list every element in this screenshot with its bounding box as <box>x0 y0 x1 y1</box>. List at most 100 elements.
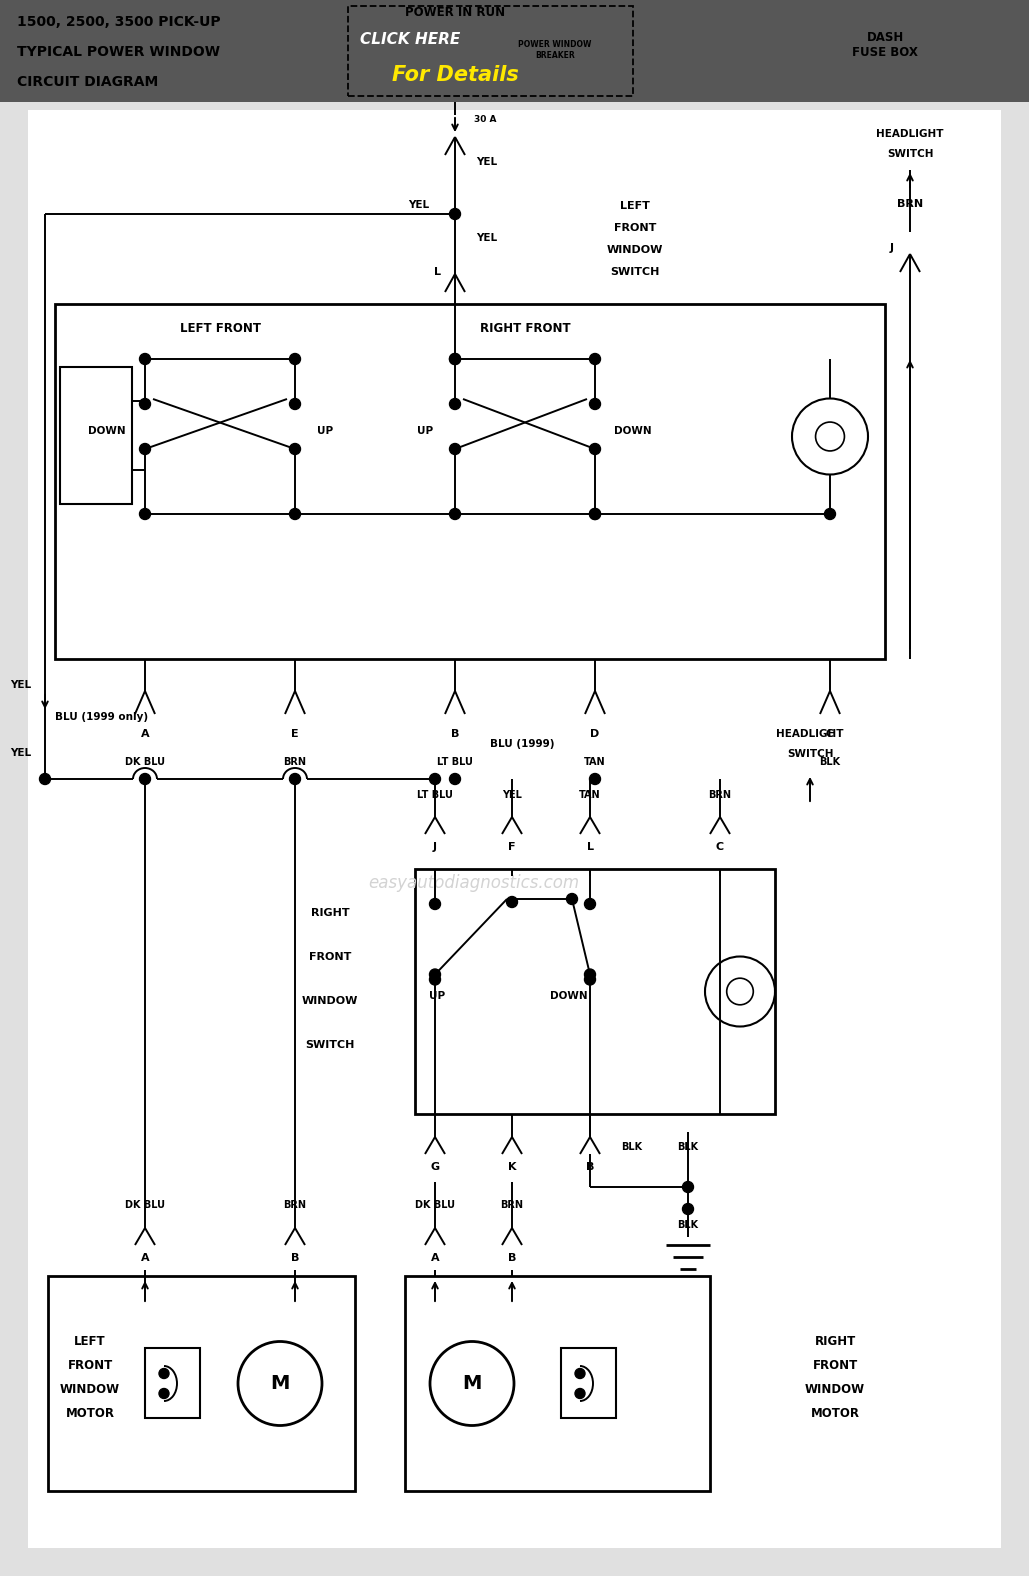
Text: 30 A: 30 A <box>473 115 496 125</box>
Text: BLK: BLK <box>622 1143 642 1152</box>
Circle shape <box>584 898 596 909</box>
Text: FRONT: FRONT <box>614 222 657 233</box>
Text: FRONT: FRONT <box>812 1359 857 1373</box>
Text: LT BLU: LT BLU <box>417 790 453 801</box>
Text: DK BLU: DK BLU <box>125 756 165 768</box>
Circle shape <box>590 443 601 454</box>
Circle shape <box>289 399 300 410</box>
Circle shape <box>590 509 601 520</box>
Text: HEADLIGHT: HEADLIGHT <box>877 129 944 139</box>
Text: BLK: BLK <box>677 1143 699 1152</box>
Bar <box>405 1277 710 1491</box>
Circle shape <box>289 509 300 520</box>
Text: DK BLU: DK BLU <box>125 1199 165 1210</box>
Text: TAN: TAN <box>584 756 606 768</box>
Bar <box>415 868 775 1114</box>
Circle shape <box>450 509 461 520</box>
Text: YEL: YEL <box>476 233 498 243</box>
Text: BLU (1999 only): BLU (1999 only) <box>55 712 148 722</box>
Bar <box>48 1277 355 1491</box>
Text: FRONT: FRONT <box>309 952 351 963</box>
Text: MOTOR: MOTOR <box>66 1407 114 1420</box>
Circle shape <box>450 399 461 410</box>
Text: YEL: YEL <box>502 790 522 801</box>
Text: FRONT: FRONT <box>67 1359 112 1373</box>
Circle shape <box>824 509 836 520</box>
Circle shape <box>682 1204 694 1215</box>
Circle shape <box>159 1388 169 1398</box>
Circle shape <box>39 774 50 785</box>
Text: SWITCH: SWITCH <box>610 266 660 277</box>
Text: B: B <box>508 1253 517 1262</box>
Circle shape <box>705 957 775 1026</box>
Text: YEL: YEL <box>10 749 32 758</box>
Circle shape <box>584 974 596 985</box>
Text: B: B <box>586 1162 594 1173</box>
Circle shape <box>590 774 601 785</box>
Text: C: C <box>826 730 835 739</box>
Circle shape <box>140 509 150 520</box>
Circle shape <box>450 443 461 454</box>
Circle shape <box>726 979 753 1005</box>
Circle shape <box>575 1368 586 1379</box>
Text: DASH
FUSE BOX: DASH FUSE BOX <box>852 32 918 58</box>
Circle shape <box>429 774 440 785</box>
Circle shape <box>682 1182 694 1193</box>
Circle shape <box>450 774 461 785</box>
Text: TAN: TAN <box>579 790 601 801</box>
Text: LEFT FRONT: LEFT FRONT <box>179 323 260 336</box>
Circle shape <box>450 208 461 219</box>
Text: BRN: BRN <box>709 790 732 801</box>
Text: BLK: BLK <box>819 756 841 768</box>
Text: SWITCH: SWITCH <box>887 150 933 159</box>
Bar <box>133 777 157 782</box>
Text: CIRCUIT DIAGRAM: CIRCUIT DIAGRAM <box>17 76 158 88</box>
Text: A: A <box>431 1253 439 1262</box>
Text: M: M <box>462 1374 482 1393</box>
Text: POWER IN RUN: POWER IN RUN <box>405 6 505 19</box>
Text: E: E <box>291 730 298 739</box>
Text: TYPICAL POWER WINDOW: TYPICAL POWER WINDOW <box>17 46 220 58</box>
Text: BRN: BRN <box>284 1199 307 1210</box>
Text: easyautodiagnostics.com: easyautodiagnostics.com <box>367 873 579 892</box>
Text: SWITCH: SWITCH <box>306 1040 355 1050</box>
Text: BRN: BRN <box>500 1199 524 1210</box>
Text: WINDOW: WINDOW <box>607 244 663 255</box>
Text: WINDOW: WINDOW <box>60 1384 120 1396</box>
Text: HEADLIGHT: HEADLIGHT <box>776 730 844 739</box>
Text: G: G <box>430 1162 439 1173</box>
Circle shape <box>159 1368 169 1379</box>
Bar <box>55 304 885 659</box>
Text: BLK: BLK <box>677 1220 699 1229</box>
Circle shape <box>289 774 300 785</box>
Bar <box>60 367 132 504</box>
Text: For Details: For Details <box>392 65 519 85</box>
Text: J: J <box>890 243 894 254</box>
Text: LEFT: LEFT <box>620 202 650 211</box>
Text: SWITCH: SWITCH <box>787 749 833 760</box>
Circle shape <box>429 974 440 985</box>
Text: YEL: YEL <box>10 679 32 690</box>
Circle shape <box>430 1341 514 1426</box>
Circle shape <box>140 774 150 785</box>
Circle shape <box>450 353 461 364</box>
Text: 1500, 2500, 3500 PICK-UP: 1500, 2500, 3500 PICK-UP <box>17 16 220 28</box>
Text: A: A <box>141 1253 149 1262</box>
Text: DOWN: DOWN <box>88 426 126 437</box>
Text: F: F <box>508 842 516 853</box>
Bar <box>561 1349 615 1418</box>
Text: B: B <box>451 730 459 739</box>
Circle shape <box>590 353 601 364</box>
Text: WINDOW: WINDOW <box>805 1384 865 1396</box>
Text: RIGHT: RIGHT <box>814 1335 856 1347</box>
Text: YEL: YEL <box>476 158 498 167</box>
Text: DOWN: DOWN <box>551 991 588 1001</box>
Circle shape <box>450 353 461 364</box>
Text: A: A <box>141 730 149 739</box>
Text: UP: UP <box>429 991 446 1001</box>
Circle shape <box>140 443 150 454</box>
Text: CLICK HERE: CLICK HERE <box>360 33 460 47</box>
Text: RIGHT FRONT: RIGHT FRONT <box>480 323 570 336</box>
Text: UP: UP <box>317 426 333 437</box>
Circle shape <box>289 353 300 364</box>
